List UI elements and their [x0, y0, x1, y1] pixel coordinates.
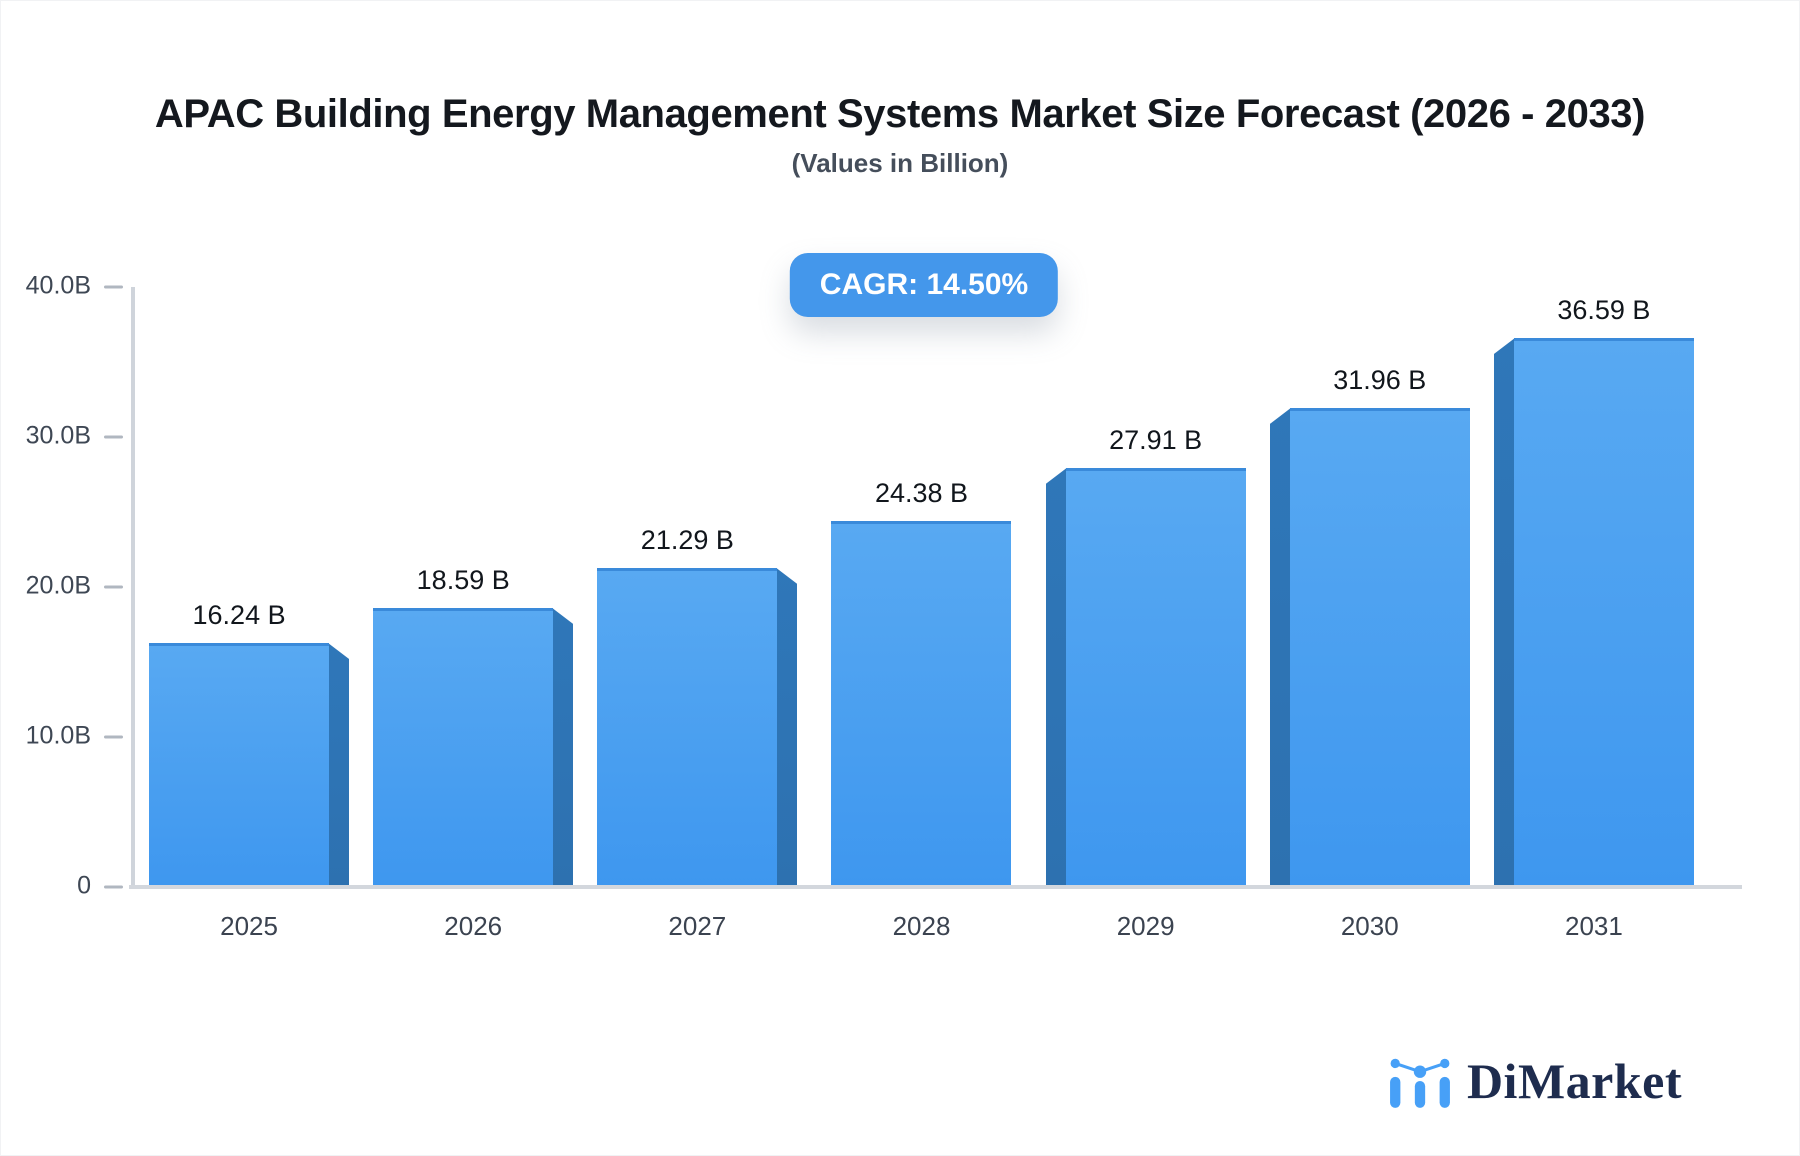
bar-side-face — [328, 643, 350, 887]
bar-side-face — [776, 568, 798, 887]
bar-value-label: 36.59 B — [1557, 295, 1651, 325]
bar-value-label: 21.29 B — [640, 525, 734, 555]
y-tick-mark — [104, 885, 123, 889]
plot-area: 0 10.0B 20.0B 30.0B 40.0B 16.24 B 2025 18.59 B… — [26, 271, 1742, 941]
dimarket-logo-icon — [1390, 1058, 1450, 1108]
bar-front-face — [1513, 338, 1694, 887]
x-axis-category-label: 2025 — [220, 911, 278, 941]
y-tick-label: 0 — [77, 871, 91, 900]
bar: 27.91 B — [1045, 425, 1246, 887]
dimarket-logo: DiMarket — [1388, 1052, 1682, 1110]
bar-slot: 21.29 B 2027 — [585, 287, 809, 941]
x-axis-baseline — [129, 885, 1742, 889]
bars-container: 16.24 B 2025 18.59 B 2026 21.29 B 2027 24.38 B… — [137, 287, 1706, 941]
bar: 31.96 B — [1269, 365, 1470, 887]
bar-front-face — [149, 643, 330, 887]
bar-slot: 27.91 B 2029 — [1034, 287, 1258, 941]
y-tick-label: 40.0B — [25, 271, 91, 300]
y-tick-mark — [104, 285, 123, 289]
cagr-badge: CAGR: 14.50% — [789, 253, 1059, 317]
bar-front-face — [831, 521, 1012, 887]
bar-value-label: 27.91 B — [1109, 425, 1203, 455]
y-tick-label: 10.0B — [25, 721, 91, 750]
bar-side-face — [1493, 338, 1515, 887]
bar: 36.59 B — [1493, 295, 1694, 887]
bar: 24.38 B — [831, 478, 1012, 887]
bar-side-face — [1045, 468, 1067, 887]
bar: 21.29 B — [597, 525, 798, 887]
x-axis-category-label: 2030 — [1340, 911, 1399, 941]
x-axis-category-label: 2026 — [444, 911, 503, 941]
bar-value-label: 18.59 B — [416, 565, 510, 595]
x-axis-category-label: 2028 — [892, 911, 951, 941]
bar: 18.59 B — [373, 565, 574, 887]
bar-front-face — [597, 568, 778, 887]
bar-side-face — [1269, 408, 1291, 887]
bar: 16.24 B — [149, 600, 350, 887]
bar-front-face — [1289, 408, 1470, 887]
bar-value-label: 31.96 B — [1333, 365, 1427, 395]
bar-slot: 31.96 B 2030 — [1258, 287, 1482, 941]
bar-value-label: 24.38 B — [874, 478, 969, 508]
bar-slot: 16.24 B 2025 — [137, 287, 361, 941]
y-tick-mark — [104, 585, 123, 589]
y-tick-mark — [104, 735, 123, 739]
dimarket-logo-text: DiMarket — [1466, 1053, 1682, 1109]
bar-side-face — [552, 608, 574, 887]
bar-slot: 24.38 B 2028 — [809, 287, 1033, 941]
bar-value-label: 16.24 B — [192, 600, 286, 630]
bar-slot: 36.59 B 2031 — [1482, 287, 1706, 941]
bar-front-face — [1065, 468, 1246, 887]
y-axis-line — [131, 287, 135, 887]
chart-title: APAC Building Energy Management Systems … — [154, 92, 1646, 136]
y-tick-label: 20.0B — [25, 571, 91, 600]
x-axis-category-label: 2031 — [1564, 911, 1623, 941]
x-axis-category-label: 2027 — [668, 911, 727, 941]
y-tick-mark — [104, 435, 123, 439]
chart-subtitle: (Values in Billion) — [791, 148, 1009, 178]
x-axis-category-label: 2029 — [1116, 911, 1175, 941]
y-tick-label: 30.0B — [25, 421, 91, 450]
bar-front-face — [373, 608, 554, 887]
bar-slot: 18.59 B 2026 — [361, 287, 585, 941]
